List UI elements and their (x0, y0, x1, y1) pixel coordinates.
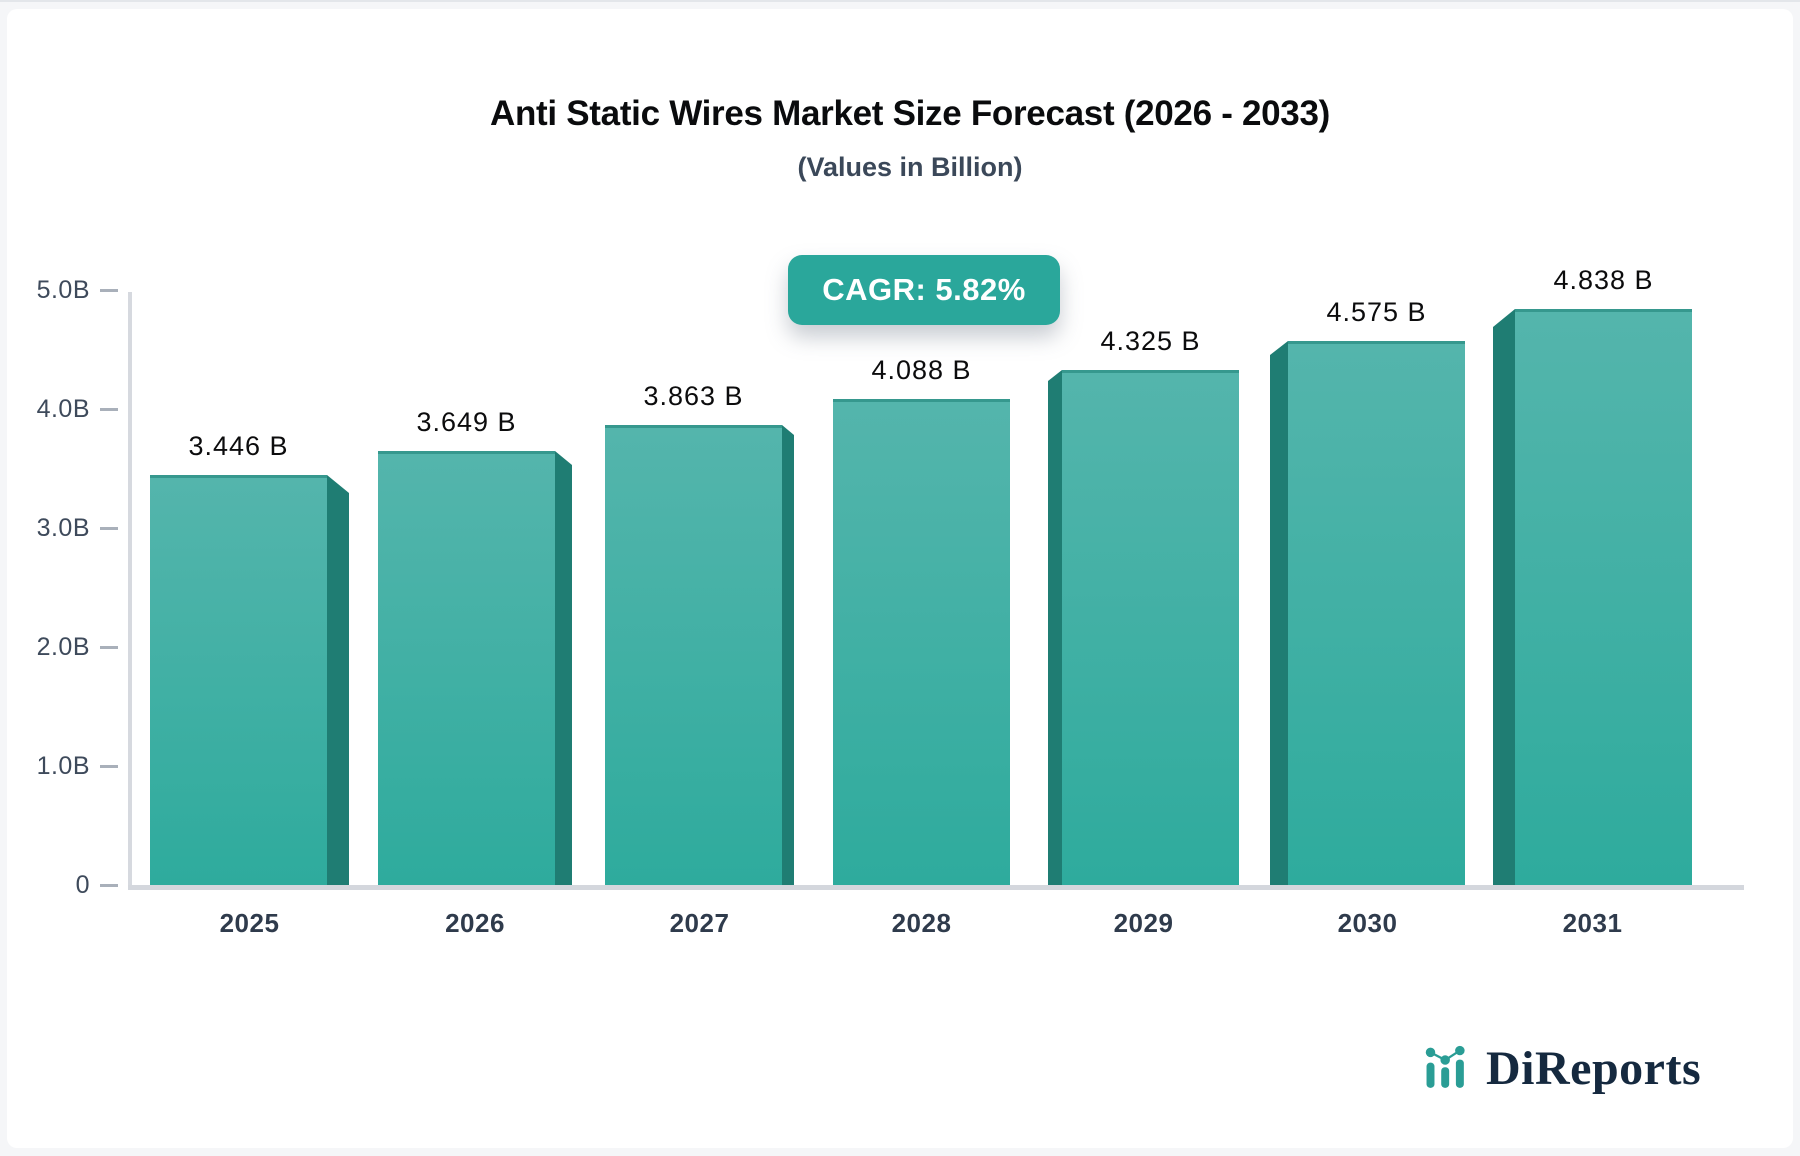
bar-face (150, 475, 327, 885)
brand-logo: DiReports (1425, 1032, 1701, 1104)
brand-logo-text: DiReports (1486, 1041, 1702, 1095)
x-axis-line (128, 885, 1744, 890)
bar-side-bevel (782, 425, 794, 885)
bar-2025 (150, 475, 349, 885)
y-axis-tick (100, 527, 118, 530)
bar-face (605, 425, 782, 885)
bar-value-label: 4.325 B (1100, 326, 1201, 356)
bar-2029 (1048, 370, 1239, 885)
page-top-edge (0, 0, 1800, 2)
bar-2028 (833, 399, 1010, 885)
y-axis-tick (100, 408, 118, 411)
bar-value-label: 3.649 B (416, 407, 517, 437)
bar-face (378, 451, 555, 885)
bar-2026 (378, 451, 572, 885)
bar-side-bevel (555, 451, 572, 885)
x-axis-label: 2028 (891, 908, 952, 938)
x-axis-label: 2030 (1337, 908, 1398, 938)
bar-2030 (1270, 341, 1465, 885)
cagr-badge: CAGR: 5.82% (788, 255, 1060, 325)
y-axis-tick (100, 765, 118, 768)
bar-value-label: 3.446 B (188, 431, 289, 461)
x-axis-label: 2031 (1562, 908, 1623, 938)
chart-subtitle: (Values in Billion) (797, 152, 1023, 182)
bar-value-label: 3.863 B (643, 381, 744, 411)
bar-side-bevel (1048, 370, 1062, 885)
bar-side-bevel (1493, 309, 1515, 885)
bar-face (1288, 341, 1465, 885)
x-axis-label: 2025 (219, 908, 280, 938)
y-axis-tick-label: 3.0B (36, 514, 90, 542)
bar-value-label: 4.088 B (871, 355, 972, 385)
bar-value-label: 4.575 B (1326, 297, 1427, 327)
bar-2031 (1493, 309, 1692, 885)
bar-value-label: 4.838 B (1553, 265, 1654, 295)
chart-title: Anti Static Wires Market Size Forecast (… (490, 94, 1330, 133)
bar-face (833, 399, 1010, 885)
bar-side-bevel (1270, 341, 1288, 885)
y-axis-tick-label: 0 (75, 871, 90, 899)
y-axis-tick-label: 4.0B (36, 395, 90, 423)
y-axis-tick (100, 289, 118, 292)
y-axis-tick-label: 1.0B (36, 752, 90, 780)
mini-bar-line-chart-icon (1425, 1045, 1465, 1088)
x-axis-label: 2026 (445, 908, 505, 938)
bar-2027 (605, 425, 794, 885)
y-axis-line (128, 292, 132, 890)
x-axis-label: 2027 (669, 908, 730, 938)
bar-face (1062, 370, 1239, 885)
y-axis-tick (100, 646, 118, 649)
y-axis-tick-label: 5.0B (36, 276, 90, 304)
bar-side-bevel (327, 475, 349, 885)
y-axis-tick (100, 884, 118, 887)
cagr-badge-label: CAGR: 5.82% (822, 272, 1026, 307)
bar-face (1515, 309, 1692, 885)
y-axis-tick-label: 2.0B (36, 633, 90, 661)
x-axis-label: 2029 (1113, 908, 1174, 938)
